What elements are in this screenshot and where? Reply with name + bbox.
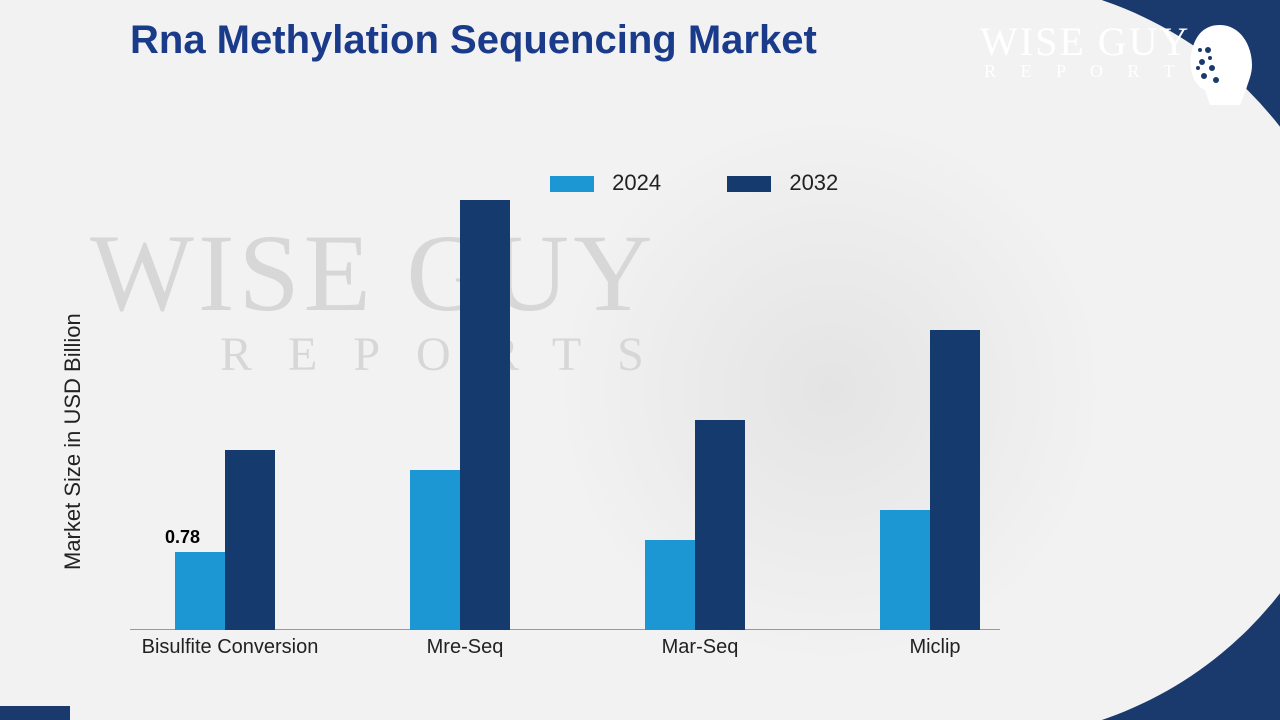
category-label: Mre-Seq bbox=[375, 630, 555, 659]
bar-2032 bbox=[930, 330, 980, 630]
brand-logo: WISE GUY R E P O R T S bbox=[980, 18, 1270, 82]
y-axis-label: Market Size in USD Billion bbox=[60, 313, 86, 570]
bar-2024 bbox=[175, 552, 225, 630]
bar-2032 bbox=[225, 450, 275, 630]
decorative-bottom-bar bbox=[0, 706, 70, 720]
category-label: Bisulfite Conversion bbox=[140, 630, 320, 659]
bar-2024 bbox=[645, 540, 695, 630]
bar-2032 bbox=[460, 200, 510, 630]
bar-2032 bbox=[695, 420, 745, 630]
bar-2024 bbox=[880, 510, 930, 630]
canvas: WISE GUY REPORTS WISE GUY R E P O R T S … bbox=[0, 0, 1280, 720]
value-label: 0.78 bbox=[165, 527, 200, 548]
category-label: Mar-Seq bbox=[610, 630, 790, 659]
brand-line1: WISE GUY bbox=[980, 18, 1270, 65]
bar-chart: Bisulfite Conversion0.78Mre-SeqMar-SeqMi… bbox=[130, 190, 1000, 630]
brand-line2: R E P O R T S bbox=[984, 61, 1270, 82]
bar-2024 bbox=[410, 470, 460, 630]
chart-title: Rna Methylation Sequencing Market bbox=[130, 18, 817, 63]
category-label: Miclip bbox=[845, 630, 1025, 659]
